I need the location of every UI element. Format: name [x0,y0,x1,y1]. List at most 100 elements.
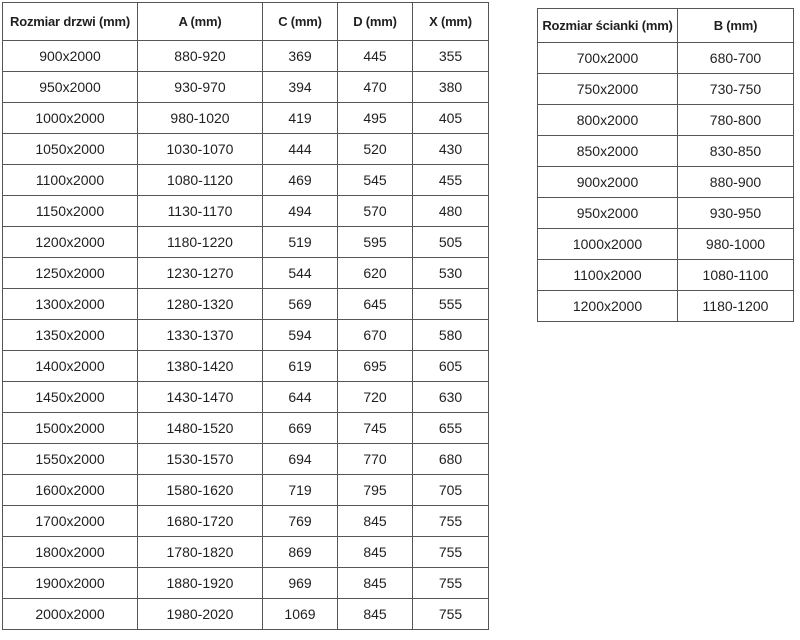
table-cell: 845 [337,536,413,568]
table-row: 1500x2000 1480-1520 669 745 655 [2,412,489,444]
table-cell: 605 [412,350,489,382]
table-row: 900x2000 880-920 369 445 355 [2,40,489,72]
table-row: 1200x2000 1180-1200 [537,290,794,322]
table-row: 800x2000 780-800 [537,104,794,136]
table-cell: 800x2000 [537,104,678,136]
table-row: 1100x2000 1080-1100 [537,259,794,291]
table-cell: 455 [412,164,489,196]
table-row: 950x2000 930-950 [537,197,794,229]
table-cell: 595 [337,226,413,258]
table-cell: 950x2000 [2,71,138,103]
table-cell: 1000x2000 [2,102,138,134]
table-cell: 769 [262,505,338,537]
table-cell: 1100x2000 [2,164,138,196]
table-cell: 1900x2000 [2,567,138,599]
table-cell: 1300x2000 [2,288,138,320]
table-cell: 755 [412,598,489,630]
table-cell: 1030-1070 [137,133,263,165]
column-header: B (mm) [677,8,794,43]
table-cell: 1200x2000 [537,290,678,322]
table-row: 1150x2000 1130-1170 494 570 480 [2,195,489,227]
table-cell: 1780-1820 [137,536,263,568]
table-cell: 1980-2020 [137,598,263,630]
table-row: 1550x2000 1530-1570 694 770 680 [2,443,489,475]
table-cell: 695 [337,350,413,382]
table-cell: 655 [412,412,489,444]
table-cell: 880-900 [677,166,794,198]
table-row: 1100x2000 1080-1120 469 545 455 [2,164,489,196]
table-cell: 1400x2000 [2,350,138,382]
table-cell: 580 [412,319,489,351]
table-cell: 480 [412,195,489,227]
table-cell: 355 [412,40,489,72]
column-header: D (mm) [337,2,413,41]
column-header: X (mm) [412,2,489,41]
table-cell: 930-950 [677,197,794,229]
table-cell: 780-800 [677,104,794,136]
table-cell: 494 [262,195,338,227]
table-row: 1400x2000 1380-1420 619 695 605 [2,350,489,382]
table-cell: 619 [262,350,338,382]
table-cell: 520 [337,133,413,165]
table-cell: 1280-1320 [137,288,263,320]
table-cell: 470 [337,71,413,103]
table-cell: 969 [262,567,338,599]
column-header: A (mm) [137,2,263,41]
table-row: 700x2000 680-700 [537,42,794,74]
table-cell: 369 [262,40,338,72]
table-cell: 1580-1620 [137,474,263,506]
table-cell: 405 [412,102,489,134]
table-cell: 719 [262,474,338,506]
header-row: Rozmiar drzwi (mm) A (mm) C (mm) D (mm) X (m… [2,2,489,41]
table-cell: 544 [262,257,338,289]
table-cell: 705 [412,474,489,506]
table-cell: 900x2000 [2,40,138,72]
table-cell: 755 [412,505,489,537]
table-row: 1000x2000 980-1000 [537,228,794,260]
table-cell: 900x2000 [537,166,678,198]
table-row: 1000x2000 980-1020 419 495 405 [2,102,489,134]
table-cell: 1080-1120 [137,164,263,196]
table-cell: 980-1000 [677,228,794,260]
table-cell: 1600x2000 [2,474,138,506]
table-cell: 680 [412,443,489,475]
table-cell: 869 [262,536,338,568]
table-cell: 730-750 [677,73,794,105]
table-row: 900x2000 880-900 [537,166,794,198]
table-cell: 645 [337,288,413,320]
table-cell: 755 [412,567,489,599]
table-cell: 1700x2000 [2,505,138,537]
table-cell: 1880-1920 [137,567,263,599]
table-cell: 570 [337,195,413,227]
table-row: 1800x2000 1780-1820 869 845 755 [2,536,489,568]
table-row: 1600x2000 1580-1620 719 795 705 [2,474,489,506]
table-row: 1300x2000 1280-1320 569 645 555 [2,288,489,320]
table-cell: 694 [262,443,338,475]
doors-size-table: Rozmiar drzwi (mm) A (mm) C (mm) D (mm) X (m… [2,2,489,630]
table-cell: 1800x2000 [2,536,138,568]
table-row: 1050x2000 1030-1070 444 520 430 [2,133,489,165]
table-cell: 1200x2000 [2,226,138,258]
table-cell: 755 [412,536,489,568]
table-cell: 845 [337,505,413,537]
table-cell: 1450x2000 [2,381,138,413]
table-cell: 555 [412,288,489,320]
table-cell: 845 [337,567,413,599]
table-cell: 669 [262,412,338,444]
table-row: 850x2000 830-850 [537,135,794,167]
table-cell: 830-850 [677,135,794,167]
table-cell: 620 [337,257,413,289]
column-header: C (mm) [262,2,338,41]
table-cell: 1150x2000 [2,195,138,227]
table-cell: 469 [262,164,338,196]
table-cell: 1050x2000 [2,133,138,165]
table-cell: 850x2000 [537,135,678,167]
table-cell: 1180-1200 [677,290,794,322]
table-cell: 1180-1220 [137,226,263,258]
column-header: Rozmiar drzwi (mm) [2,2,138,41]
table-cell: 505 [412,226,489,258]
table-cell: 1550x2000 [2,443,138,475]
table-cell: 630 [412,381,489,413]
table-cell: 495 [337,102,413,134]
table-row: 1250x2000 1230-1270 544 620 530 [2,257,489,289]
